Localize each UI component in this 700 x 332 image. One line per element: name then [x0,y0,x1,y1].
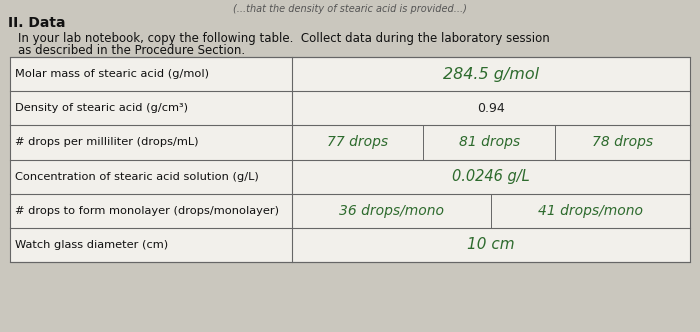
Text: (...that the density of stearic acid is provided...): (...that the density of stearic acid is … [233,4,467,14]
Text: # drops per milliliter (drops/mL): # drops per milliliter (drops/mL) [15,137,199,147]
Text: Concentration of stearic acid solution (g/L): Concentration of stearic acid solution (… [15,172,259,182]
Text: 10 cm: 10 cm [468,237,515,252]
Text: II. Data: II. Data [8,16,66,30]
Text: # drops to form monolayer (drops/monolayer): # drops to form monolayer (drops/monolay… [15,206,279,216]
Text: 0.0246 g/L: 0.0246 g/L [452,169,530,184]
Text: 0.94: 0.94 [477,102,505,115]
Text: 77 drops: 77 drops [328,135,389,149]
Text: Density of stearic acid (g/cm³): Density of stearic acid (g/cm³) [15,103,188,113]
Text: Watch glass diameter (cm): Watch glass diameter (cm) [15,240,168,250]
Text: In your lab notebook, copy the following table.  Collect data during the laborat: In your lab notebook, copy the following… [18,32,550,45]
Text: 36 drops/mono: 36 drops/mono [339,204,444,218]
Text: Molar mass of stearic acid (g/mol): Molar mass of stearic acid (g/mol) [15,69,209,79]
Text: 78 drops: 78 drops [592,135,653,149]
Text: 41 drops/mono: 41 drops/mono [538,204,643,218]
Text: 284.5 g/mol: 284.5 g/mol [443,67,539,82]
Text: as described in the Procedure Section.: as described in the Procedure Section. [18,44,245,57]
Bar [10,57,690,262]
Text: 81 drops: 81 drops [458,135,519,149]
